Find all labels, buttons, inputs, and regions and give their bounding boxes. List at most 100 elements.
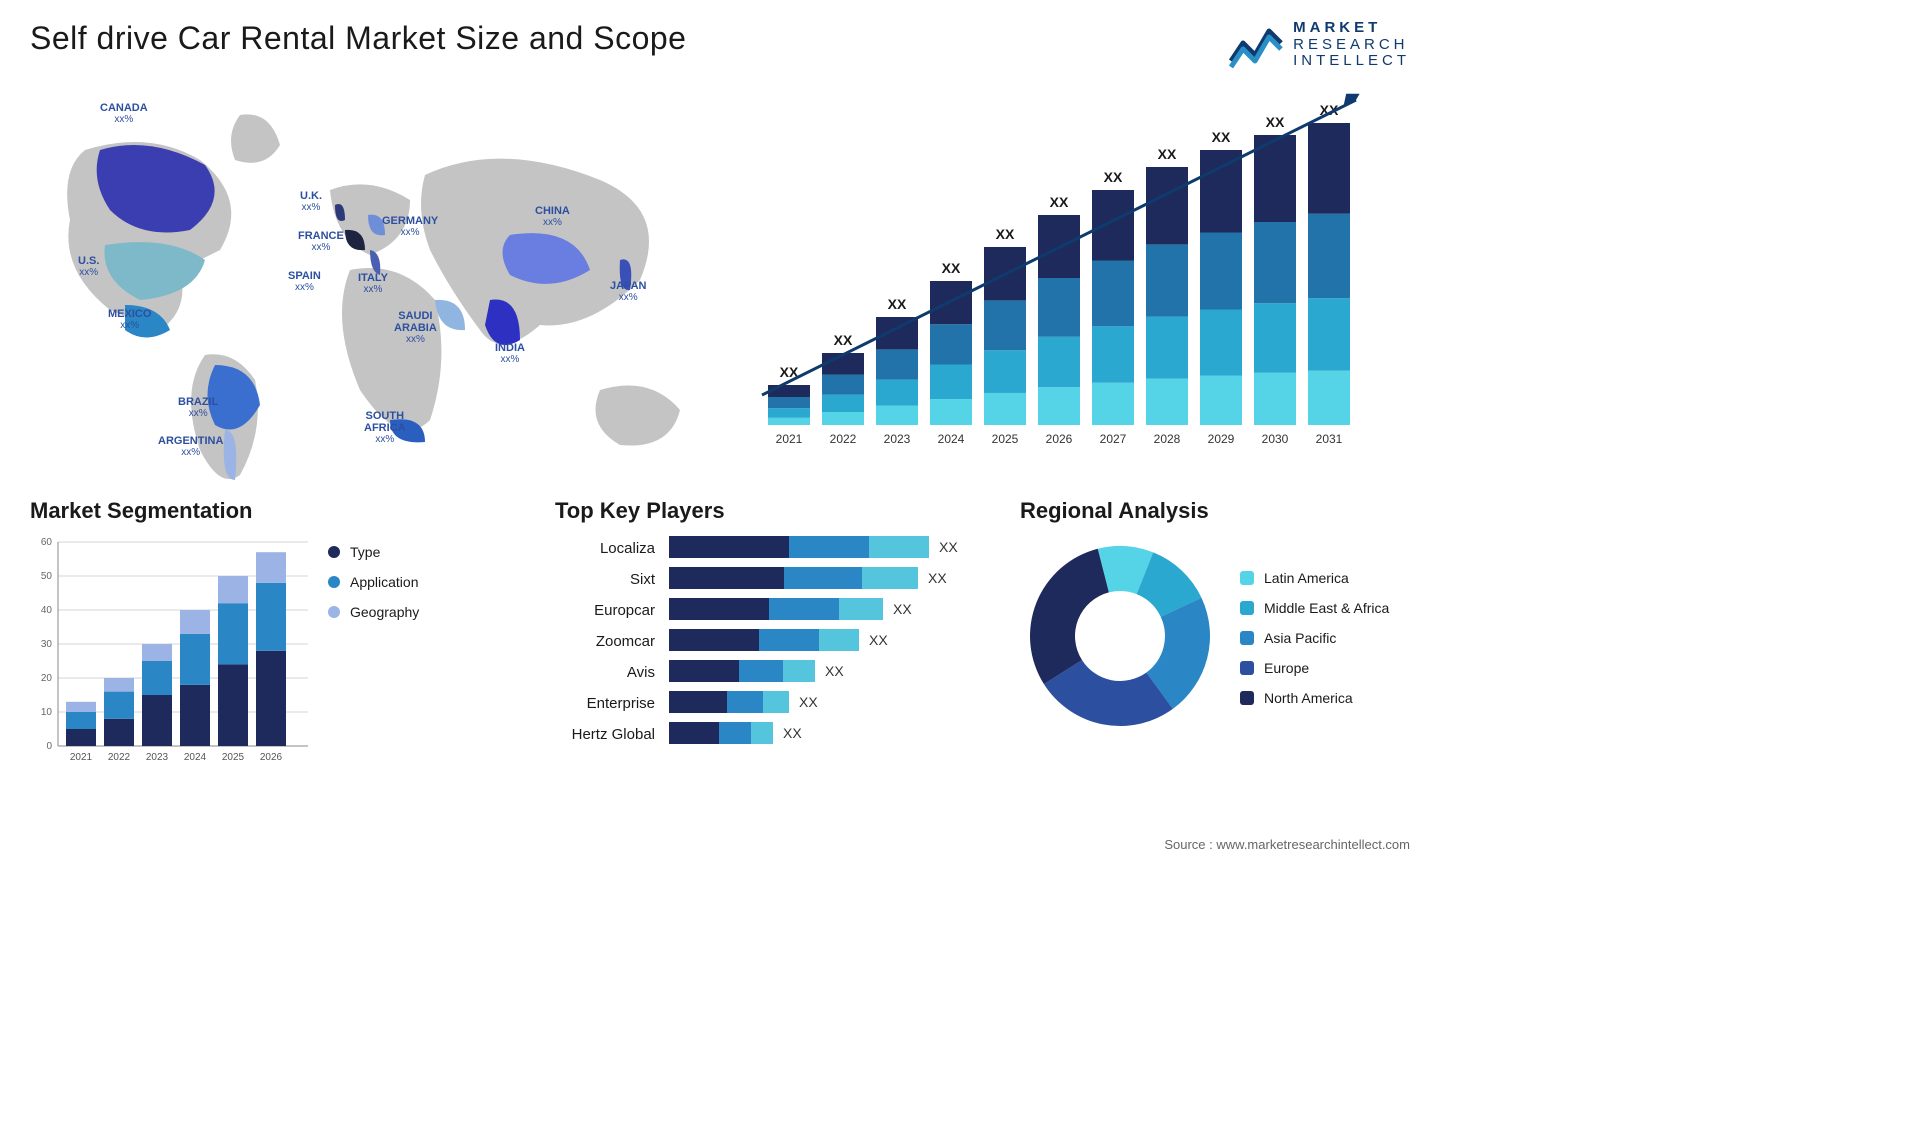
player-value: XX <box>928 570 947 586</box>
player-label: Hertz Global <box>555 724 655 746</box>
svg-text:2027: 2027 <box>1100 432 1127 446</box>
key-players-labels: LocalizaSixtEuropcarZoomcarAvisEnterpris… <box>555 536 655 746</box>
regional-donut-svg <box>1020 536 1220 736</box>
segmentation-chart: 0102030405060202120222023202420252026 <box>30 536 310 771</box>
player-label: Localiza <box>555 538 655 560</box>
page-title: Self drive Car Rental Market Size and Sc… <box>30 20 686 57</box>
legend-swatch <box>328 546 340 558</box>
regional-title: Regional Analysis <box>1020 498 1410 524</box>
player-value: XX <box>799 694 818 710</box>
growth-chart-svg: XX2021XX2022XX2023XX2024XX2025XX2026XX20… <box>750 80 1410 480</box>
legend-swatch <box>328 576 340 588</box>
svg-text:2024: 2024 <box>184 752 207 763</box>
player-bar-segment <box>669 691 727 713</box>
segmentation-block: Market Segmentation 01020304050602021202… <box>30 498 530 771</box>
player-bar-row: XX <box>669 598 995 620</box>
player-bar-row: XX <box>669 722 995 744</box>
player-bar <box>669 722 773 744</box>
key-players-block: Top Key Players LocalizaSixtEuropcarZoom… <box>555 498 995 771</box>
header: Self drive Car Rental Market Size and Sc… <box>30 20 1410 70</box>
country-label: SAUDIARABIAxx% <box>394 310 437 345</box>
svg-text:2030: 2030 <box>1262 432 1289 446</box>
country-label: INDIAxx% <box>495 342 525 365</box>
legend-item: Middle East & Africa <box>1240 600 1389 616</box>
svg-text:60: 60 <box>41 537 53 548</box>
logo-text: MARKET RESEARCH INTELLECT <box>1293 20 1410 70</box>
player-bar-segment <box>669 567 784 589</box>
country-label: GERMANYxx% <box>382 215 438 238</box>
svg-text:50: 50 <box>41 571 53 582</box>
country-label: CHINAxx% <box>535 205 570 228</box>
player-bar-segment <box>789 536 869 558</box>
svg-text:2021: 2021 <box>70 752 93 763</box>
legend-label: Geography <box>350 604 419 620</box>
svg-text:XX: XX <box>1104 169 1123 185</box>
player-bar-row: XX <box>669 567 995 589</box>
svg-text:2025: 2025 <box>222 752 245 763</box>
player-value: XX <box>939 539 958 555</box>
legend-swatch <box>1240 661 1254 675</box>
player-label: Zoomcar <box>555 631 655 653</box>
player-label: Europcar <box>555 600 655 622</box>
player-bar-segment <box>669 536 789 558</box>
player-bar <box>669 567 918 589</box>
svg-text:2029: 2029 <box>1208 432 1235 446</box>
player-bar-segment <box>669 722 719 744</box>
country-label: ITALYxx% <box>358 272 388 295</box>
player-value: XX <box>869 632 888 648</box>
player-bar-segment <box>763 691 789 713</box>
svg-text:2021: 2021 <box>776 432 803 446</box>
player-bar-segment <box>669 660 739 682</box>
segmentation-title: Market Segmentation <box>30 498 530 524</box>
svg-text:2025: 2025 <box>992 432 1019 446</box>
player-value: XX <box>893 601 912 617</box>
svg-text:XX: XX <box>1050 194 1069 210</box>
player-label: Sixt <box>555 569 655 591</box>
player-bar-segment <box>739 660 783 682</box>
regional-donut <box>1020 536 1220 741</box>
world-map: CANADAxx%U.S.xx%MEXICOxx%BRAZILxx%ARGENT… <box>30 80 730 480</box>
player-bar-segment <box>869 536 929 558</box>
svg-text:XX: XX <box>1266 114 1285 130</box>
player-bar-row: XX <box>669 629 995 651</box>
svg-text:10: 10 <box>41 707 53 718</box>
svg-text:2022: 2022 <box>830 432 857 446</box>
top-row: CANADAxx%U.S.xx%MEXICOxx%BRAZILxx%ARGENT… <box>30 80 1410 480</box>
legend-item: Type <box>328 544 419 560</box>
player-bar-segment <box>862 567 918 589</box>
player-bar <box>669 536 929 558</box>
segmentation-legend: Type Application Geography <box>328 536 419 620</box>
legend-item: North America <box>1240 690 1389 706</box>
svg-text:30: 30 <box>41 639 53 650</box>
legend-label: Middle East & Africa <box>1264 600 1389 616</box>
country-label: BRAZILxx% <box>178 396 218 419</box>
country-label: SPAINxx% <box>288 270 321 293</box>
regional-block: Regional Analysis Latin America Middle Ea… <box>1020 498 1410 771</box>
legend-swatch <box>1240 631 1254 645</box>
logo-line-2: RESEARCH <box>1293 37 1410 54</box>
player-bar-segment <box>719 722 751 744</box>
legend-label: Application <box>350 574 419 590</box>
country-label: FRANCExx% <box>298 230 344 253</box>
legend-item: Latin America <box>1240 570 1389 586</box>
regional-legend: Latin AmericaMiddle East & AfricaAsia Pa… <box>1240 570 1389 706</box>
key-players-bars: XXXXXXXXXXXXXX <box>669 536 995 746</box>
player-bar-row: XX <box>669 691 995 713</box>
brand-logo: MARKET RESEARCH INTELLECT <box>1229 20 1410 70</box>
logo-mark-icon <box>1229 21 1283 69</box>
player-bar-segment <box>669 598 769 620</box>
svg-text:XX: XX <box>942 260 961 276</box>
svg-text:XX: XX <box>996 226 1015 242</box>
legend-item: Application <box>328 574 419 590</box>
country-label: ARGENTINAxx% <box>158 435 223 458</box>
growth-chart: XX2021XX2022XX2023XX2024XX2025XX2026XX20… <box>750 80 1410 480</box>
country-label: U.S.xx% <box>78 255 99 278</box>
player-bar <box>669 691 789 713</box>
country-label: MEXICOxx% <box>108 308 151 331</box>
player-bar-segment <box>727 691 763 713</box>
svg-text:2026: 2026 <box>260 752 283 763</box>
player-bar-segment <box>784 567 862 589</box>
player-value: XX <box>783 725 802 741</box>
legend-label: North America <box>1264 690 1353 706</box>
svg-text:2024: 2024 <box>938 432 965 446</box>
